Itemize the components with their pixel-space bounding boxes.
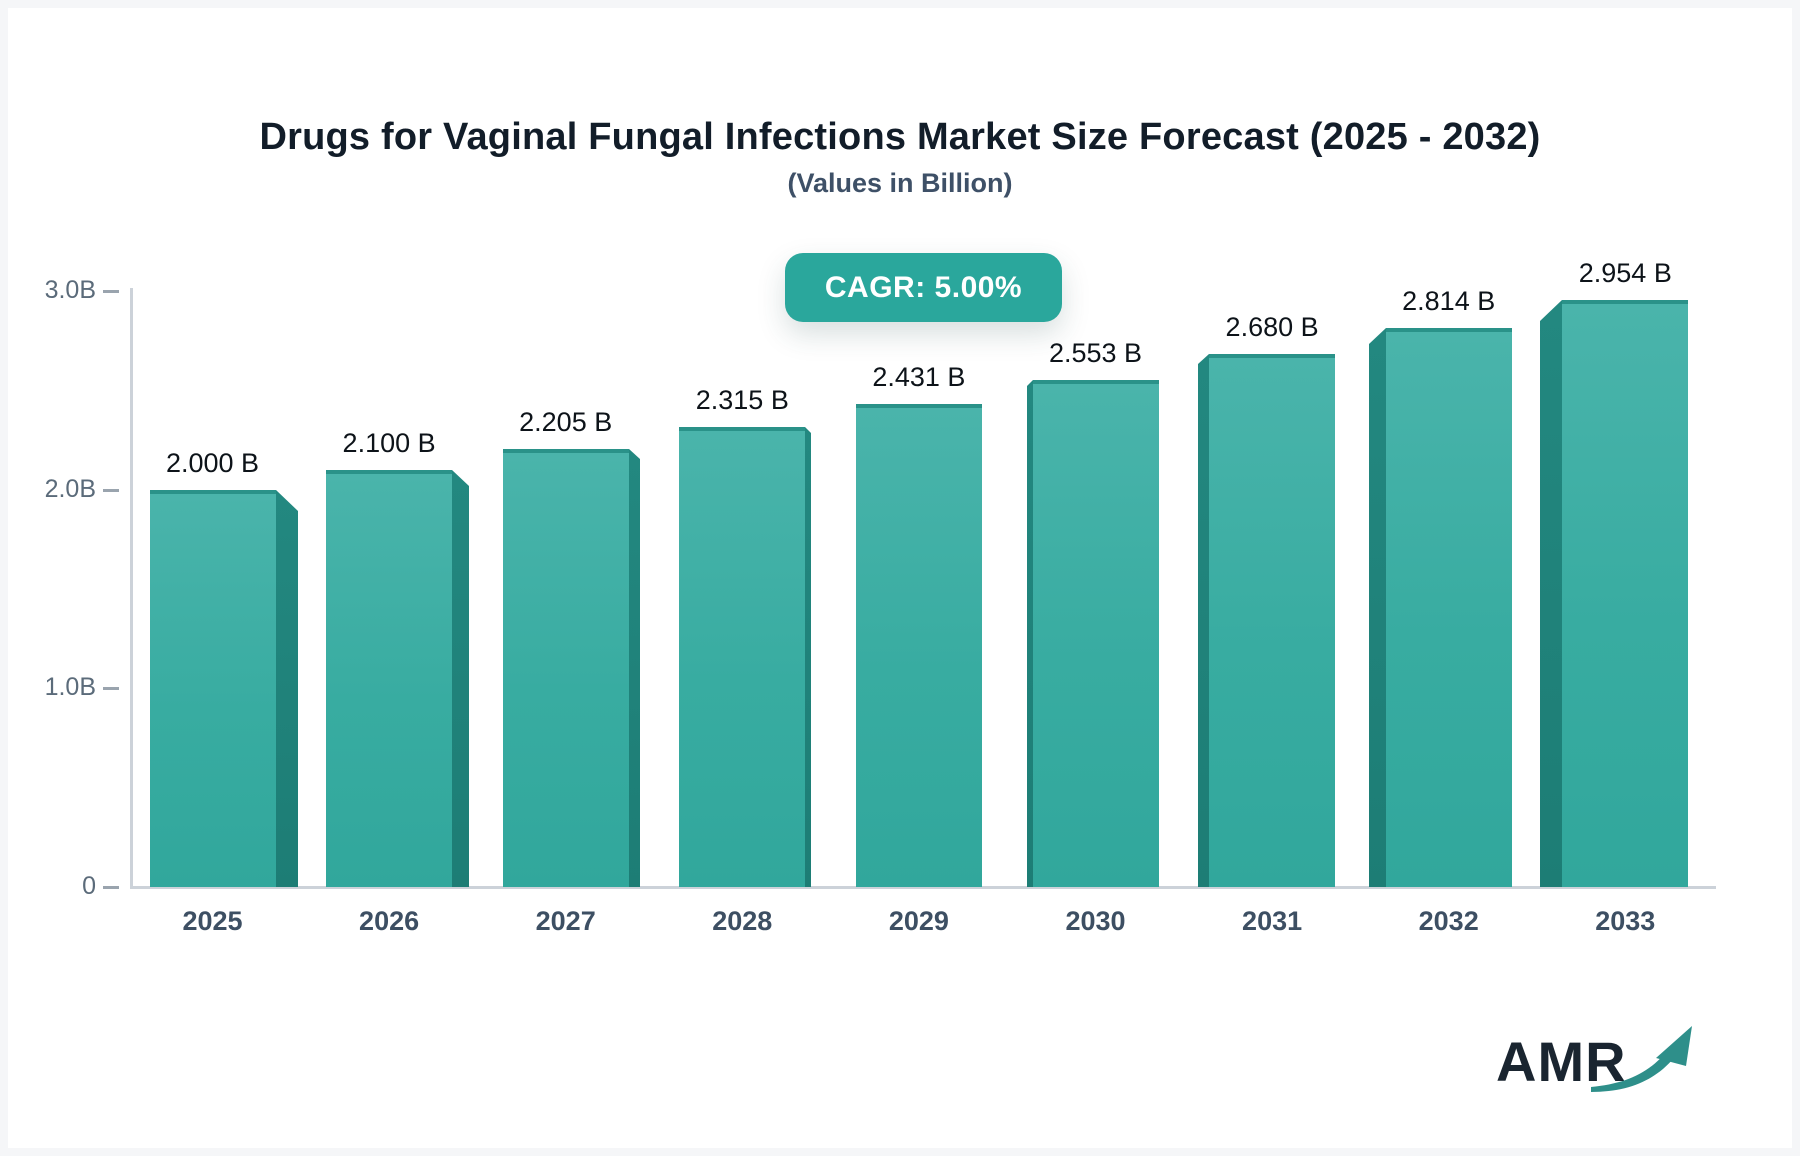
bar-value-label-2026: 2.100 B [342, 428, 436, 458]
chart-subtitle: (Values in Billion) [787, 168, 1013, 198]
bar-2032 [1386, 328, 1512, 887]
bar-2031 [1209, 354, 1335, 887]
y-tick-mark [103, 886, 119, 889]
y-tick-label: 3.0B [44, 276, 96, 304]
y-tick-label: 1.0B [44, 673, 96, 701]
bar-value-label-2027: 2.205 B [519, 407, 613, 437]
y-tick-label: 2.0B [44, 475, 96, 503]
x-axis-label-2033: 2033 [1595, 906, 1656, 936]
bar-value-label-2029: 2.431 B [872, 362, 966, 392]
bar-value-label-2025: 2.000 B [165, 448, 260, 478]
bar-side-2027 [629, 449, 640, 887]
x-axis-label-2026: 2026 [359, 906, 420, 936]
x-axis-label-2032: 2032 [1418, 906, 1479, 936]
y-tick-mark [103, 687, 119, 690]
bar-side-2028 [805, 427, 811, 887]
x-axis-line [130, 886, 1716, 889]
x-axis-label-2027: 2027 [535, 906, 596, 936]
x-axis-label-2029: 2029 [888, 906, 949, 936]
bar-2033 [1562, 300, 1688, 887]
bar-value-label-2032: 2.814 B [1402, 286, 1496, 316]
amr-logo-arrow-icon [1591, 1026, 1692, 1092]
bar-chart-plot: 0 1.0B 2.0B 3.0B 2.000 B 2.100 B 2.205 B 2.315… [8, 8, 1792, 1148]
bar-2028 [679, 427, 805, 887]
y-tick-mark [103, 290, 119, 293]
x-axis-label-2030: 2030 [1065, 906, 1126, 936]
bar-2025 [150, 490, 276, 887]
bar-value-label-2033: 2.954 B [1578, 258, 1672, 288]
y-tick-mark [103, 489, 119, 492]
bar-2026 [326, 470, 452, 887]
bar-side-2026 [452, 470, 469, 887]
bar-side-2031 [1198, 354, 1209, 887]
bar-value-label-2031: 2.680 B [1225, 312, 1319, 342]
y-tick-label: 0 [82, 872, 96, 900]
bar-side-2025 [276, 490, 298, 887]
x-axis-label-2028: 2028 [712, 906, 773, 936]
bar-side-2032 [1369, 328, 1386, 887]
cagr-badge: CAGR: 5.00% [785, 253, 1062, 322]
chart-card: Drugs for Vaginal Fungal Infections Mark… [8, 8, 1792, 1148]
y-axis-line [130, 288, 133, 889]
x-axis-label-2025: 2025 [182, 906, 243, 936]
bar-value-label-2030: 2.553 B [1048, 338, 1143, 368]
bar-side-2033 [1540, 300, 1562, 887]
bar-side-2030 [1027, 380, 1033, 887]
bar-2030 [1033, 380, 1159, 887]
bar-2027 [503, 449, 629, 887]
x-axis-label-2031: 2031 [1242, 906, 1303, 936]
amr-logo-text: AMR [1496, 1030, 1627, 1093]
bar-2029 [856, 404, 982, 887]
bar-value-label-2028: 2.315 B [695, 385, 789, 415]
amr-logo: AMR [1496, 1020, 1696, 1100]
chart-title: Drugs for Vaginal Fungal Infections Mark… [259, 116, 1541, 158]
